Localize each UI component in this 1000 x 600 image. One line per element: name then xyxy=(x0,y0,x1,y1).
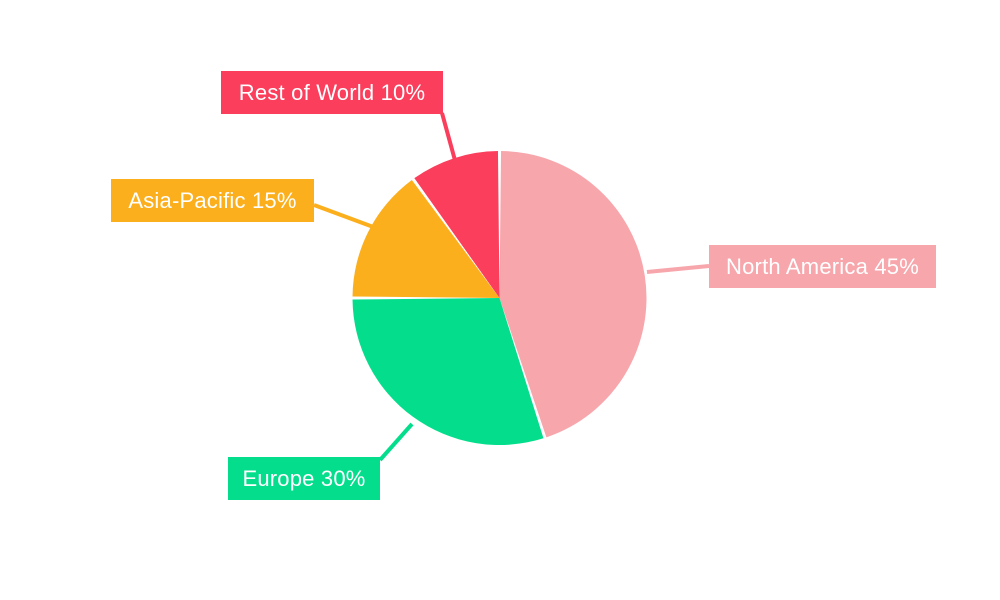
pie-label-rest-of-world[interactable]: Rest of World 10% xyxy=(221,71,443,114)
pie-label-asia-pacific[interactable]: Asia-Pacific 15% xyxy=(111,179,314,222)
pie-slice-europe[interactable] xyxy=(352,298,544,445)
leader-line-asia-pacific xyxy=(313,203,377,230)
leader-lines xyxy=(313,112,710,462)
pie-label-north-america[interactable]: North America 45% xyxy=(709,245,936,288)
pie-label-europe[interactable]: Europe 30% xyxy=(228,457,380,500)
pie-label-rest-of-world-text: Rest of World 10% xyxy=(238,79,426,105)
pie-slice-rest-of-world[interactable] xyxy=(414,151,500,298)
pie-label-north-america-text: North America 45% xyxy=(726,253,919,279)
pie-slices xyxy=(352,151,647,445)
pie-label-europe-text: Europe 30% xyxy=(242,465,366,491)
leader-line-rest-of-world xyxy=(440,112,458,165)
leader-line-north-america xyxy=(646,264,710,274)
pie-slice-asia-pacific[interactable] xyxy=(352,179,500,298)
leader-line-europe xyxy=(378,422,414,462)
pie-slice-north-america[interactable] xyxy=(499,151,647,438)
pie-label-asia-pacific-text: Asia-Pacific 15% xyxy=(128,187,297,213)
